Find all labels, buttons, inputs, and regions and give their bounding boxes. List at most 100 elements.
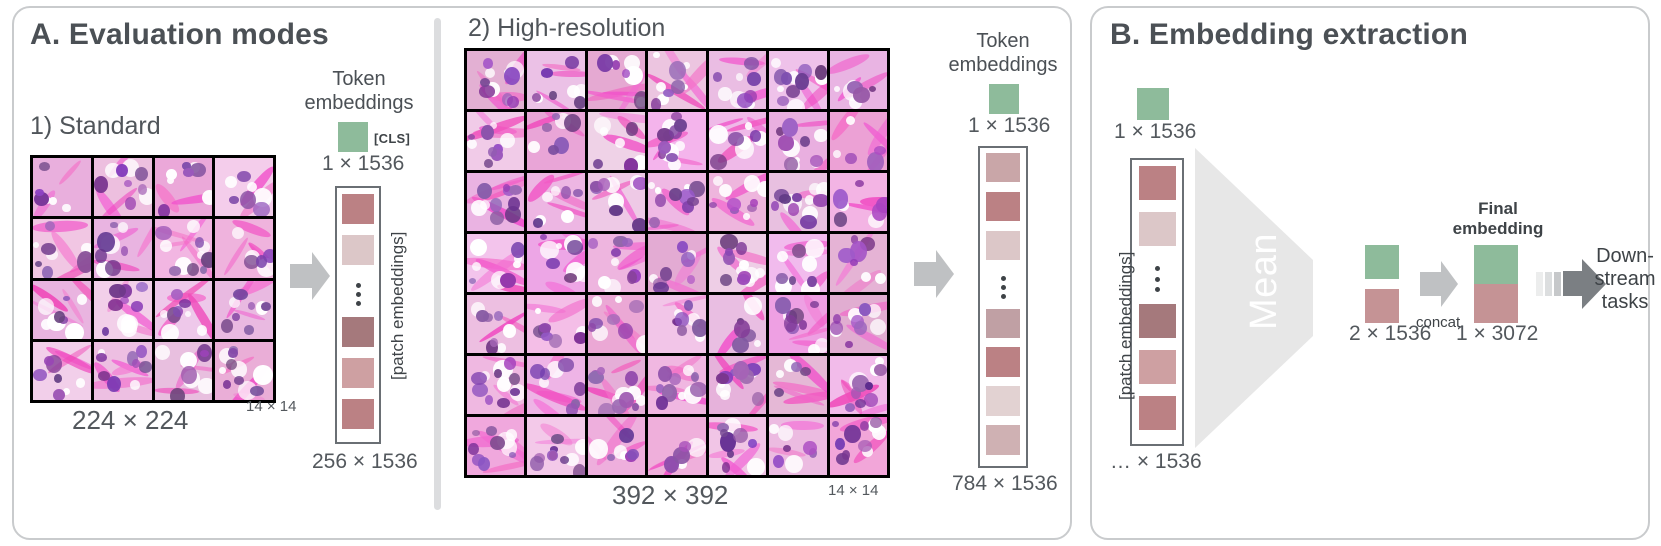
embedding-swatch — [985, 191, 1020, 222]
standard-cls-tag: [CLS] — [374, 131, 411, 146]
tissue-patch — [708, 234, 767, 292]
pooled-mean-swatch — [1365, 289, 1399, 323]
tissue-patch — [527, 112, 585, 170]
tissue-patch — [648, 295, 706, 353]
tissue-patch — [769, 417, 827, 475]
tissue-patch — [467, 356, 525, 414]
final-embedding-caption: Final embedding — [1452, 199, 1544, 239]
tissue-patch — [467, 173, 525, 231]
embedding-swatch — [342, 317, 374, 348]
tissue-patch — [527, 356, 585, 414]
embedding-swatch — [985, 386, 1020, 416]
tissue-patch — [527, 417, 585, 475]
tissue-patch — [154, 158, 213, 217]
tissue-patch — [154, 219, 213, 278]
pooled-cls-swatch — [1365, 245, 1399, 279]
tissue-patch — [587, 417, 646, 475]
standard-patch-grid: 14 × 14 — [246, 398, 297, 415]
standard-flow-arrow — [288, 250, 332, 302]
tissue-patch — [93, 341, 152, 400]
highres-cls-dim: 1 × 1536 — [968, 114, 1051, 137]
tissue-patch — [33, 280, 91, 339]
panelb-cls-dim: 1 × 1536 — [1114, 120, 1197, 143]
embedding-swatch — [985, 230, 1020, 261]
tissue-patch — [648, 356, 706, 414]
tissue-patch — [829, 234, 887, 292]
tissue-patch — [33, 219, 91, 278]
highres-flow-arrow — [912, 248, 956, 300]
panelb-patch-vlabel: [patch embeddings] — [1116, 251, 1135, 400]
embedding-swatch — [1138, 212, 1176, 247]
tissue-patch — [467, 112, 525, 170]
tissue-patch — [648, 173, 706, 231]
tissue-patch — [587, 173, 646, 231]
tissue-patch — [829, 51, 887, 109]
tissue-patch — [648, 51, 706, 109]
tissue-patch — [708, 295, 767, 353]
panel-a-title: A. Evaluation modes — [30, 18, 329, 51]
tissue-patch — [215, 158, 273, 217]
highres-cls-swatch — [989, 84, 1019, 114]
mode-standard-label: 1) Standard — [30, 112, 161, 140]
highres-patch-column — [978, 146, 1028, 468]
mode-highres-label: 2) High-resolution — [468, 14, 666, 42]
tissue-patch — [467, 295, 525, 353]
panel-a-divider — [434, 18, 441, 510]
tissue-patch — [708, 112, 767, 170]
tissue-patch — [769, 112, 827, 170]
standard-cls-swatch — [338, 122, 368, 152]
embedding-swatch — [1138, 304, 1176, 339]
tissue-patch — [527, 173, 585, 231]
tissue-patch — [467, 234, 525, 292]
tissue-patch — [215, 341, 273, 400]
tissue-patch — [527, 295, 585, 353]
tissue-patch — [648, 112, 706, 170]
highres-token-caption: Token embeddings — [948, 30, 1058, 76]
tissue-patch — [93, 158, 152, 217]
panelb-patch-dim: … × 1536 — [1110, 450, 1202, 473]
tissue-patch — [527, 234, 585, 292]
concat-arrow — [1418, 259, 1460, 309]
panelb-patch-column — [1130, 158, 1184, 446]
tissue-patch — [467, 51, 525, 109]
panelb-cls-swatch — [1137, 88, 1169, 120]
standard-patch-vlabel: [patch embeddings] — [388, 231, 407, 380]
ellipsis-dots — [1132, 258, 1182, 300]
embedding-swatch — [342, 235, 374, 266]
mean-label: Mean — [1243, 232, 1285, 330]
standard-image-size: 224 × 224 — [72, 405, 189, 435]
tissue-patch — [215, 219, 273, 278]
concat-label: concat. — [1416, 314, 1465, 331]
embedding-swatch — [342, 358, 374, 389]
tissue-patch — [708, 417, 767, 475]
embedding-swatch — [342, 399, 374, 430]
tissue-patch — [467, 417, 525, 475]
pooled-dim: 2 × 1536 — [1349, 322, 1432, 345]
tissue-patch — [769, 356, 827, 414]
downstream-arrow — [1536, 258, 1608, 310]
tissue-patch — [708, 356, 767, 414]
highres-patch-grid: 14 × 14 — [828, 482, 879, 499]
ellipsis-dots — [337, 276, 379, 313]
embedding-swatch — [1138, 166, 1176, 201]
tissue-patch — [829, 173, 887, 231]
embedding-swatch — [985, 425, 1020, 455]
tissue-patch — [708, 173, 767, 231]
tissue-patch — [33, 158, 91, 217]
mean-funnel — [1195, 148, 1315, 448]
final-cls-half — [1474, 245, 1518, 284]
panel-b-title: B. Embedding extraction — [1110, 18, 1468, 51]
tissue-patch — [708, 51, 767, 109]
tissue-patch — [648, 417, 706, 475]
tissue-patch — [769, 234, 827, 292]
tissue-patch — [154, 280, 213, 339]
tissue-patch — [648, 234, 706, 292]
tissue-patch — [587, 295, 646, 353]
tissue-patch — [829, 417, 887, 475]
embedding-swatch — [985, 308, 1020, 338]
tissue-patch — [769, 51, 827, 109]
tissue-patch — [93, 280, 152, 339]
tissue-patch — [829, 295, 887, 353]
embedding-swatch — [985, 347, 1020, 377]
tissue-patch — [587, 234, 646, 292]
